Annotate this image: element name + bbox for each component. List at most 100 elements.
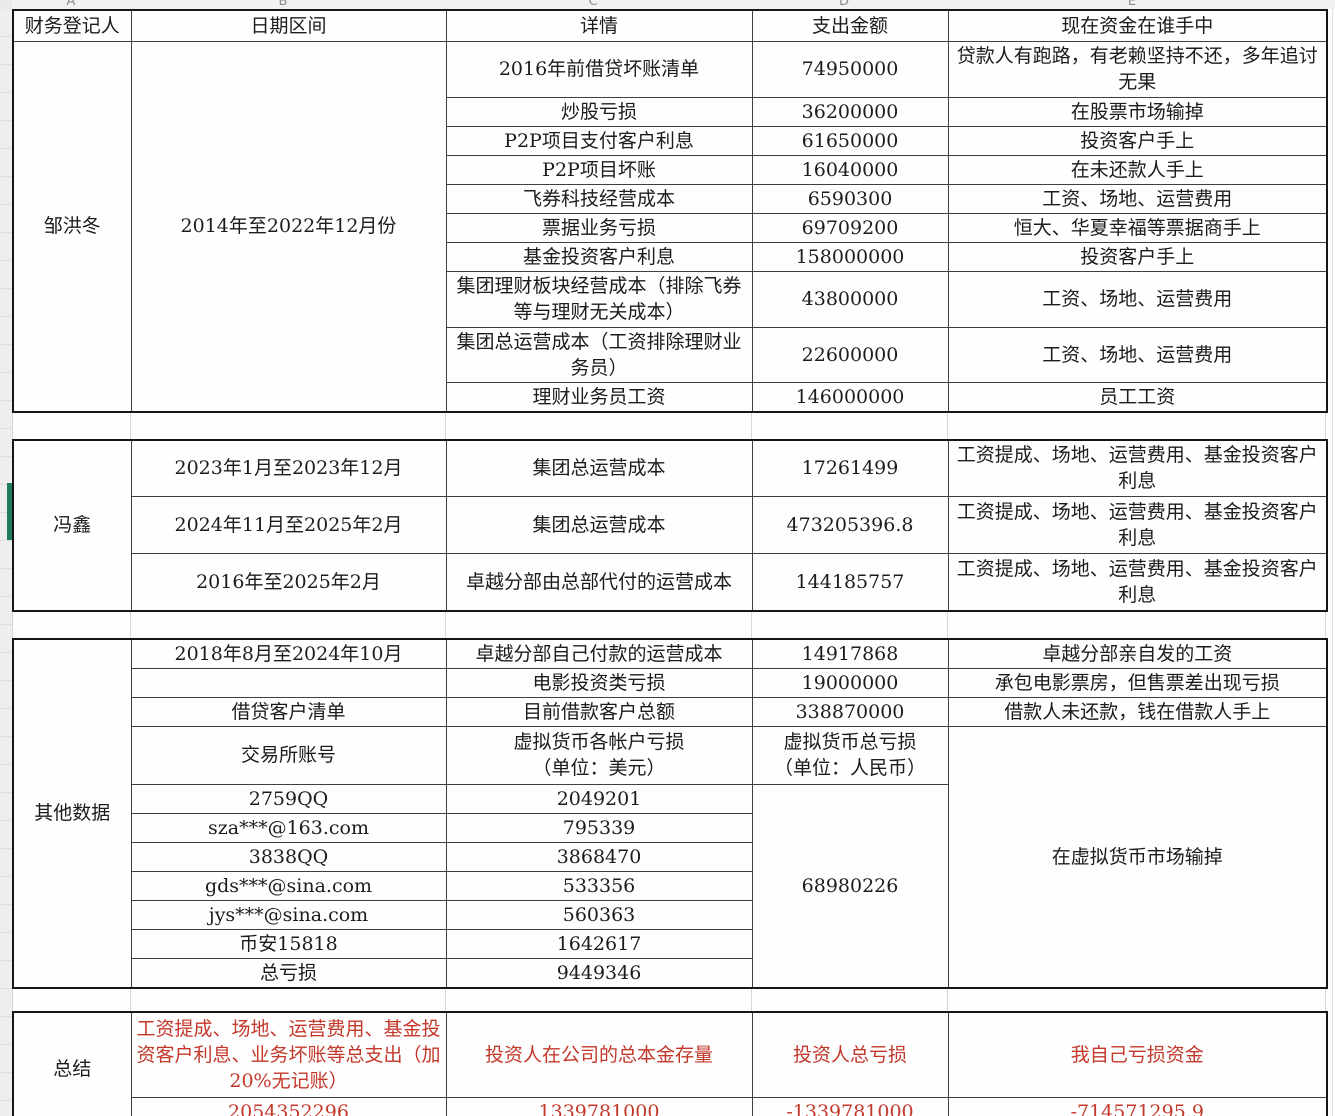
- cell-detail[interactable]: 票据业务亏损: [445, 212, 753, 243]
- cell-crypto-total[interactable]: 68980226: [751, 783, 949, 988]
- cell-amount[interactable]: 16040000: [751, 154, 949, 185]
- cell-date-range[interactable]: 2024年11月至2025年2月: [130, 496, 447, 554]
- cell-amount[interactable]: 6590300: [751, 183, 949, 214]
- cell-crypto-account[interactable]: 3838QQ: [130, 841, 447, 872]
- cell-amount[interactable]: 14917868: [751, 638, 949, 669]
- cell-amount[interactable]: 43800000: [751, 270, 949, 328]
- cell-summary-self-loss-label[interactable]: 我自己亏损资金: [947, 1011, 1328, 1098]
- header-cell-date-range[interactable]: 日期区间: [130, 9, 447, 42]
- cell-crypto-total-label[interactable]: 虚拟货币总亏损 （单位：人民币）: [751, 725, 949, 785]
- cell-holder[interactable]: 贷款人有跑路，有老赖坚持不还，多年追讨无果: [947, 40, 1328, 98]
- cell-holder[interactable]: 投资客户手上: [947, 241, 1328, 272]
- cell-detail[interactable]: 集团总运营成本: [445, 439, 753, 497]
- cell-date-range[interactable]: 2018年8月至2024年10月: [130, 638, 447, 669]
- cell-holder[interactable]: 工资、场地、运营费用: [947, 183, 1328, 214]
- cell-exchange-account-label[interactable]: 交易所账号: [130, 725, 447, 785]
- cell-amount[interactable]: 22600000: [751, 326, 949, 383]
- cell-detail[interactable]: 基金投资客户利息: [445, 241, 753, 272]
- cell-detail[interactable]: 电影投资类亏损: [445, 667, 753, 698]
- column-letter-a[interactable]: A: [66, 0, 76, 9]
- cell-holder[interactable]: 借款人未还款，钱在借款人手上: [947, 696, 1328, 727]
- cell-detail[interactable]: 集团总运营成本（工资排除理财业务员）: [445, 326, 753, 383]
- cell-amount[interactable]: 473205396.8: [751, 496, 949, 554]
- cell-crypto-account[interactable]: sza***@163.com: [130, 812, 447, 843]
- cell-detail[interactable]: P2P项目支付客户利息: [445, 125, 753, 156]
- cell-detail[interactable]: 集团总运营成本: [445, 496, 753, 554]
- cell-amount[interactable]: 144185757: [751, 553, 949, 611]
- cell-crypto-account[interactable]: 总亏损: [130, 957, 447, 988]
- cell-holder[interactable]: 在股票市场输掉: [947, 96, 1328, 127]
- cell-crypto-loss-label[interactable]: 虚拟货币各帐户亏损 （单位：美元）: [445, 725, 753, 785]
- cell-summary-expense-value[interactable]: 2054352296: [130, 1097, 447, 1116]
- cell-crypto-account[interactable]: 2759QQ: [130, 783, 447, 814]
- cell-registrant[interactable]: 冯鑫: [12, 439, 132, 611]
- cell-crypto-loss[interactable]: 1642617: [445, 928, 753, 959]
- cell-summary-self-loss-value[interactable]: -714571295.9: [947, 1097, 1328, 1116]
- cell-holder[interactable]: 承包电影票房，但售票差出现亏损: [947, 667, 1328, 698]
- select-all-corner[interactable]: [0, 0, 12, 9]
- cell-date-range[interactable]: 2023年1月至2023年12月: [130, 439, 447, 497]
- cell-date-range[interactable]: [130, 667, 447, 698]
- cell-summary-investor-loss-value[interactable]: -1339781000: [751, 1097, 949, 1116]
- cell-summary-principal-value[interactable]: 1339781000: [445, 1097, 753, 1116]
- cell-amount[interactable]: 61650000: [751, 125, 949, 156]
- cell-detail[interactable]: 2016年前借贷坏账清单: [445, 40, 753, 98]
- cell-registrant[interactable]: 总结: [12, 1011, 132, 1116]
- cell-amount[interactable]: 338870000: [751, 696, 949, 727]
- cell-detail[interactable]: 飞券科技经营成本: [445, 183, 753, 214]
- cell-detail[interactable]: 理财业务员工资: [445, 381, 753, 412]
- cell-holder[interactable]: 卓越分部亲自发的工资: [947, 638, 1328, 669]
- column-letter-e[interactable]: E: [1127, 0, 1137, 9]
- cell-crypto-account[interactable]: gds***@sina.com: [130, 870, 447, 901]
- cell-holder[interactable]: 工资提成、场地、运营费用、基金投资客户利息: [947, 439, 1328, 497]
- cell-detail[interactable]: 卓越分部由总部代付的运营成本: [445, 553, 753, 611]
- cell-holder[interactable]: 工资提成、场地、运营费用、基金投资客户利息: [947, 553, 1328, 611]
- cell-registrant[interactable]: 其他数据: [12, 638, 132, 988]
- cell-crypto-account[interactable]: jys***@sina.com: [130, 899, 447, 930]
- cell-holder[interactable]: 恒大、华夏幸福等票据商手上: [947, 212, 1328, 243]
- cell-date-range[interactable]: 2016年至2025年2月: [130, 553, 447, 611]
- cell-detail[interactable]: 目前借款客户总额: [445, 696, 753, 727]
- cell-holder[interactable]: 工资、场地、运营费用: [947, 270, 1328, 328]
- column-letter-c[interactable]: C: [588, 0, 598, 9]
- cell-amount[interactable]: 36200000: [751, 96, 949, 127]
- cell-crypto-loss[interactable]: 9449346: [445, 957, 753, 988]
- cell-date-range[interactable]: 2014年至2022年12月份: [130, 40, 447, 412]
- cell-holder[interactable]: 员工工资: [947, 381, 1328, 412]
- row-header-gutter[interactable]: [0, 9, 12, 1116]
- cell-crypto-loss[interactable]: 2049201: [445, 783, 753, 814]
- cell-summary-principal-label[interactable]: 投资人在公司的总本金存量: [445, 1011, 753, 1098]
- column-letter-d[interactable]: D: [838, 0, 850, 9]
- cell-registrant[interactable]: 邹洪冬: [12, 40, 132, 412]
- cell-amount[interactable]: 17261499: [751, 439, 949, 497]
- cell-holder[interactable]: 在未还款人手上: [947, 154, 1328, 185]
- cell-amount[interactable]: 19000000: [751, 667, 949, 698]
- cell-amount[interactable]: 74950000: [751, 40, 949, 98]
- cell-date-range[interactable]: 借贷客户清单: [130, 696, 447, 727]
- cell-crypto-holder[interactable]: 在虚拟货币市场输掉: [947, 725, 1328, 988]
- cell-detail[interactable]: P2P项目坏账: [445, 154, 753, 185]
- cell-crypto-loss[interactable]: 533356: [445, 870, 753, 901]
- cell-amount[interactable]: 146000000: [751, 381, 949, 412]
- cell-holder[interactable]: 工资、场地、运营费用: [947, 326, 1328, 383]
- header-cell-detail[interactable]: 详情: [445, 9, 753, 42]
- cell-amount[interactable]: 158000000: [751, 241, 949, 272]
- cell-crypto-loss[interactable]: 3868470: [445, 841, 753, 872]
- header-row: 财务登记人 日期区间 详情 支出金额 现在资金在谁手中: [12, 9, 1328, 42]
- cell-holder[interactable]: 投资客户手上: [947, 125, 1328, 156]
- header-cell-amount[interactable]: 支出金额: [751, 9, 949, 42]
- header-cell-registrant[interactable]: 财务登记人: [12, 9, 132, 42]
- cell-detail[interactable]: 卓越分部自己付款的运营成本: [445, 638, 753, 669]
- cell-summary-investor-loss-label[interactable]: 投资人总亏损: [751, 1011, 949, 1098]
- cell-crypto-loss[interactable]: 795339: [445, 812, 753, 843]
- header-cell-holder[interactable]: 现在资金在谁手中: [947, 9, 1328, 42]
- table-row: 集团理财板块经营成本（排除飞券等与理财无关成本） 43800000 工资、场地、…: [13, 270, 1328, 328]
- cell-summary-expense-label[interactable]: 工资提成、场地、运营费用、基金投资客户利息、业务坏账等总支出（加20%无记账）: [130, 1011, 447, 1098]
- column-letter-b[interactable]: B: [278, 0, 288, 9]
- cell-crypto-loss[interactable]: 560363: [445, 899, 753, 930]
- cell-crypto-account[interactable]: 币安15818: [130, 928, 447, 959]
- cell-holder[interactable]: 工资提成、场地、运营费用、基金投资客户利息: [947, 496, 1328, 554]
- cell-amount[interactable]: 69709200: [751, 212, 949, 243]
- cell-detail[interactable]: 炒股亏损: [445, 96, 753, 127]
- cell-detail[interactable]: 集团理财板块经营成本（排除飞券等与理财无关成本）: [445, 270, 753, 328]
